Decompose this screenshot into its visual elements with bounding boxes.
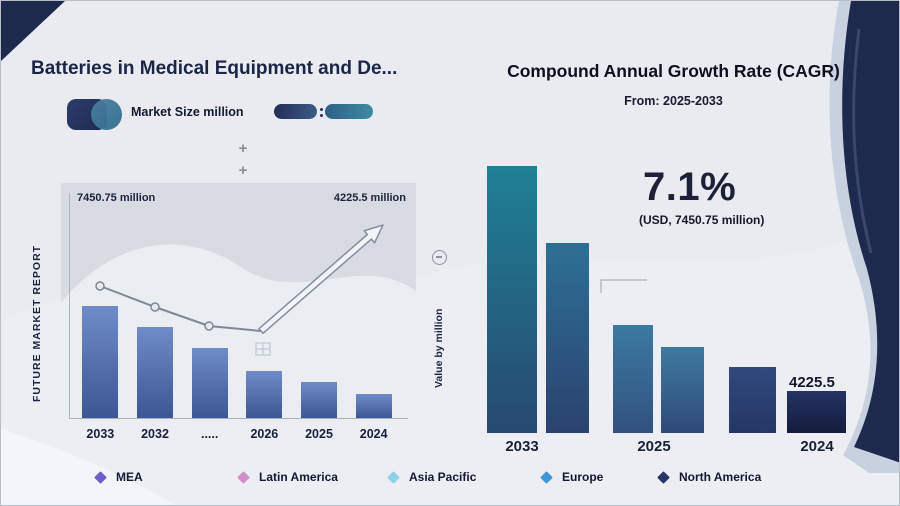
cagr-bar: [661, 347, 704, 433]
x-axis-label: 2033: [86, 427, 115, 441]
cagr-bar: [487, 166, 537, 433]
x-axis-label: 2025: [305, 427, 333, 441]
legend-item-europe: Europe: [540, 467, 604, 487]
report-title: Batteries in Medical Equipment and De...: [31, 58, 398, 79]
legend-label: Asia Pacific: [409, 470, 477, 484]
cagr-bar: [729, 367, 776, 433]
cagr-year-label-2025: 2025: [637, 438, 671, 455]
cagr-period: From: 2025-2033: [624, 94, 723, 108]
market-size-chart: 7450.75 million 4225.5 million: [61, 183, 416, 423]
pill-teal: [325, 104, 373, 119]
cagr-bar: [787, 391, 846, 433]
start-value-label: 7450.75 million: [77, 192, 156, 204]
plus-icon: +: [238, 162, 248, 179]
legend-label: MEA: [116, 470, 143, 484]
x-axis-label: 2032: [141, 427, 169, 441]
end-value-label: 4225.5 million: [333, 192, 406, 204]
legend-item-mea: MEA: [94, 467, 143, 487]
cagr-bar: [613, 325, 653, 433]
market-size-icon: [67, 97, 125, 133]
legend-label: North America: [679, 470, 762, 484]
plus-decoration: + +: [233, 138, 253, 182]
market-size-legend-label: Market Size million: [131, 105, 244, 119]
value-axis-label: Value by million: [433, 308, 445, 388]
end-value-annotation: 4225.5: [789, 374, 835, 391]
legend-swatch: [540, 470, 553, 484]
region-legend: MEA Latin America Asia Pacific Europe North …: [1, 467, 899, 491]
legend-label: Latin America: [259, 470, 338, 484]
market-size-icon-teal-shape: [91, 99, 122, 130]
pill-colon-dots: [320, 108, 323, 111]
cagr-value: 7.1%: [643, 165, 737, 209]
legend-item-latin-america: Latin America: [237, 467, 338, 487]
x-axis-label: 2024: [359, 427, 388, 441]
grid-icon: [255, 342, 271, 356]
x-axis-label: 2026: [250, 427, 279, 441]
trend-arrow: [95, 224, 384, 356]
plus-icon: +: [238, 140, 248, 157]
market-size-x-axis: 2033 2032..... 2026 2025 2024: [73, 427, 401, 441]
pill-decoration: [274, 104, 374, 120]
legend-item-north-america: North America: [657, 467, 762, 487]
legend-swatch: [94, 470, 107, 484]
cagr-bars: [487, 153, 852, 433]
cagr-bar: [546, 243, 589, 433]
legend-swatch: [657, 470, 670, 484]
legend-label: Europe: [562, 470, 604, 484]
cagr-year-label-2024: 2024: [800, 438, 834, 455]
x-axis-label: .....: [200, 427, 219, 441]
legend-swatch: [387, 470, 400, 484]
legend-item-asia-pacific: Asia Pacific: [387, 467, 477, 487]
legend-swatch: [237, 470, 250, 484]
future-market-report-label: FUTURE MARKET REPORT: [31, 244, 43, 403]
cagr-year-label-2033: 2033: [505, 438, 539, 455]
cagr-detail: (USD, 7450.75 million): [639, 213, 765, 227]
circle-minus-icon: [432, 250, 447, 265]
pill-navy: [274, 104, 317, 119]
cagr-title: Compound Annual Growth Rate (CAGR): [507, 61, 840, 81]
